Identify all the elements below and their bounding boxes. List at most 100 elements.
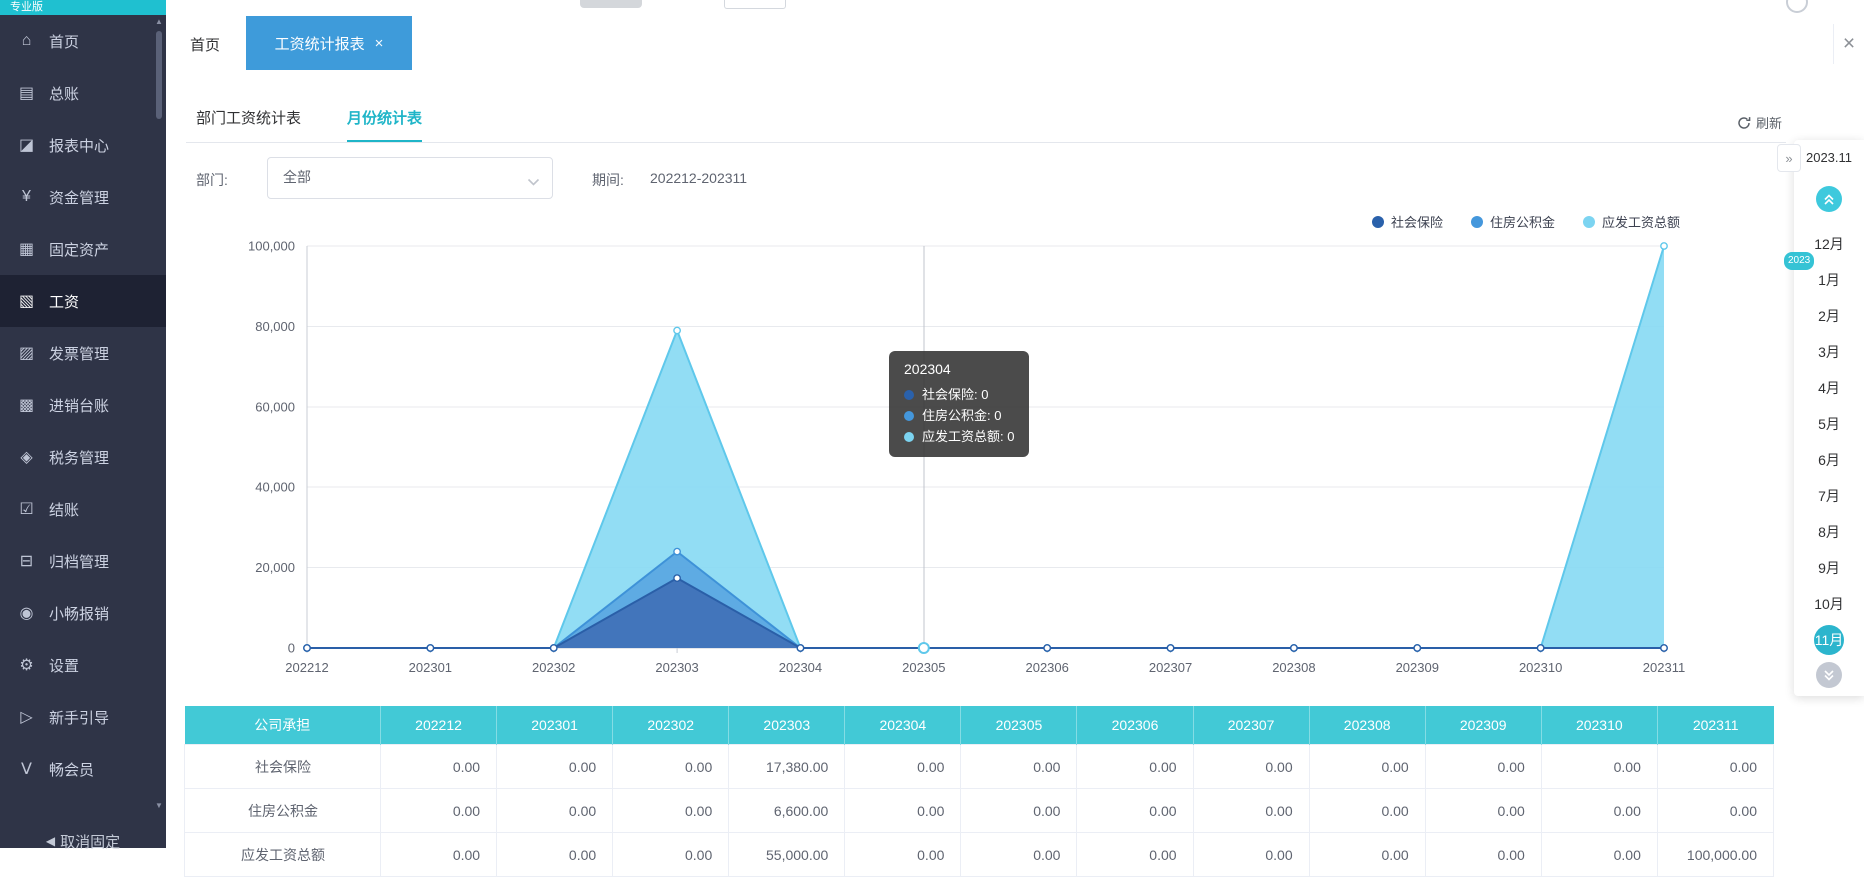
table-cell: 0.00 <box>1076 788 1194 833</box>
sidebar-item-report-center[interactable]: ◪ 报表中心 <box>0 119 166 171</box>
collapse-panel-icon[interactable]: » <box>1777 144 1801 172</box>
calendar-month-2[interactable]: 2月 <box>1818 308 1840 324</box>
tooltip-row: 社会保险: 0 <box>904 384 1014 405</box>
legend-label: 应发工资总额 <box>1601 215 1680 230</box>
table-cell: 0.00 <box>1308 788 1426 833</box>
tooltip-series-dot-icon <box>904 410 914 421</box>
sidebar-item-purchase-sales[interactable]: ▩ 进销台账 <box>0 379 166 431</box>
calendar-month-7[interactable]: 7月 <box>1818 488 1840 504</box>
sidebar-item-label: 报表中心 <box>49 137 110 155</box>
salary-chart[interactable]: 0 20,000 40,000 60,000 80,000 100,000 202212 20… <box>200 236 1700 686</box>
table-row-name: 社会保险 <box>184 744 381 789</box>
table-cell: 0.00 <box>1076 744 1194 789</box>
calendar-month-10[interactable]: 10月 <box>1814 596 1844 612</box>
table-cell: 0.00 <box>1656 744 1775 789</box>
topbar-fragment <box>580 0 642 8</box>
sidebar-item-reimburse[interactable]: ◉ 小畅报销 <box>0 587 166 639</box>
tab-close-icon[interactable]: × <box>374 34 384 52</box>
funds-icon: ¥ <box>22 188 31 205</box>
calendar-scroll-down-button[interactable] <box>1816 662 1842 688</box>
svg-text:202302: 202302 <box>532 660 575 675</box>
subtab-monthly[interactable]: 月份统计表 <box>347 109 423 143</box>
table-cell: 0.00 <box>1540 832 1658 877</box>
calendar-month-active: 11月 <box>1814 625 1844 655</box>
calendar-month-11[interactable]: 11月 <box>1794 622 1864 658</box>
refresh-icon <box>1738 116 1751 129</box>
refresh-label: 刷新 <box>1756 116 1783 131</box>
tab-home[interactable]: 首页 <box>190 37 221 54</box>
legend-label: 社会保险 <box>1390 215 1443 230</box>
sidebar-item-home[interactable]: ⌂ 首页 <box>0 15 166 67</box>
close-icon[interactable]: × <box>1833 24 1864 64</box>
table-cell: 0.00 <box>1540 744 1658 789</box>
invoice-icon: ▨ <box>18 345 35 362</box>
sidebar-item-general-ledger[interactable]: ▤ 总账 <box>0 67 166 119</box>
table-cell: 0.00 <box>960 788 1078 833</box>
sidebar-item-label: 资金管理 <box>49 189 110 207</box>
table-cell: 0.00 <box>496 832 614 877</box>
tab-salary-report[interactable]: 工资统计报表 × <box>246 16 412 70</box>
legend-item-0[interactable]: 社会保险 <box>1371 212 1443 231</box>
calendar-month-3[interactable]: 3月 <box>1818 344 1840 360</box>
svg-text:40,000: 40,000 <box>255 480 295 495</box>
calendar-month-1[interactable]: 1月 <box>1818 272 1840 288</box>
sidebar-item-tax[interactable]: ◈ 税务管理 <box>0 431 166 483</box>
ledger-icon: ▤ <box>18 85 35 102</box>
calendar-month-4[interactable]: 4月 <box>1818 380 1840 396</box>
double-chevron-up-icon <box>1824 193 1834 205</box>
unpin-icon: ◀ <box>45 834 56 848</box>
sidebar-item-member[interactable]: Ⅴ 畅会员 <box>0 743 166 795</box>
table-cell: 0.00 <box>496 788 614 833</box>
refresh-button[interactable]: 刷新 <box>1737 113 1782 132</box>
sidebar-item-invoice[interactable]: ▨ 发票管理 <box>0 327 166 379</box>
table-cell: 6,600.00 <box>728 788 846 833</box>
sidebar-item-archive[interactable]: ⊟ 归档管理 <box>0 535 166 587</box>
sidebar-item-guide[interactable]: ▷ 新手引导 <box>0 691 166 743</box>
department-select[interactable]: 全部 <box>267 157 553 199</box>
table-header-cell: 202301 <box>496 706 614 745</box>
report-icon: ◪ <box>18 137 35 154</box>
calendar-month-8[interactable]: 8月 <box>1818 524 1840 540</box>
sidebar-item-salary[interactable]: ▧ 工资 <box>0 275 166 327</box>
calendar-scroll-up-button[interactable] <box>1816 186 1842 212</box>
svg-text:202212: 202212 <box>285 660 328 675</box>
scroll-down-icon[interactable]: ▼ <box>155 801 163 810</box>
calendar-month-6[interactable]: 6月 <box>1818 452 1840 468</box>
legend-item-1[interactable]: 住房公积金 <box>1470 212 1555 231</box>
sidebar-item-settings[interactable]: ⚙ 设置 <box>0 639 166 691</box>
scrollbar-thumb[interactable] <box>156 31 162 119</box>
assets-icon: ▦ <box>18 241 35 258</box>
archive-icon: ⊟ <box>19 553 34 570</box>
sidebar-item-fixed-assets[interactable]: ▦ 固定资产 <box>0 223 166 275</box>
table-cell: 0.00 <box>844 744 962 789</box>
svg-text:202305: 202305 <box>902 660 945 675</box>
topbar-avatar-fragment <box>1786 0 1808 13</box>
salary-icon: ▧ <box>18 293 35 310</box>
scroll-up-icon[interactable]: ▲ <box>155 17 163 26</box>
calendar-month-9[interactable]: 9月 <box>1818 560 1840 576</box>
legend-dot-icon <box>1371 215 1384 228</box>
table-cell: 0.00 <box>960 832 1078 877</box>
table-cell: 0.00 <box>1308 832 1426 877</box>
svg-text:60,000: 60,000 <box>255 399 295 414</box>
sidebar-scrollbar[interactable]: ▲ ▼ <box>154 17 164 810</box>
legend-item-2[interactable]: 应发工资总额 <box>1582 212 1680 231</box>
calendar-year-badge: 2023 <box>1784 252 1815 270</box>
sidebar-item-label: 小畅报销 <box>49 605 110 623</box>
calendar-month-0[interactable]: 12月 <box>1814 236 1844 252</box>
divider <box>186 142 1786 143</box>
calendar-current-period: 2023.11 <box>1805 150 1853 165</box>
table-row: 社会保险 0.00 0.00 0.00 17,380.00 0.00 0.00 0.00 0.0… <box>184 744 1775 789</box>
table-cell: 0.00 <box>379 788 498 833</box>
unpin-sidebar-button[interactable]: ◀ 取消固定 <box>0 826 166 856</box>
legend-label: 住房公积金 <box>1489 215 1555 230</box>
table-cell: 0.00 <box>1424 832 1542 877</box>
table-cell: 0.00 <box>1076 832 1194 877</box>
calendar-month-5[interactable]: 5月 <box>1818 416 1840 432</box>
svg-text:202301: 202301 <box>409 660 452 675</box>
subtab-department-salary[interactable]: 部门工资统计表 <box>196 110 302 127</box>
svg-text:202309: 202309 <box>1396 660 1439 675</box>
sidebar-item-closing[interactable]: ☑ 结账 <box>0 483 166 535</box>
table-cell: 0.00 <box>844 788 962 833</box>
sidebar-item-funds[interactable]: ¥ 资金管理 <box>0 171 166 223</box>
